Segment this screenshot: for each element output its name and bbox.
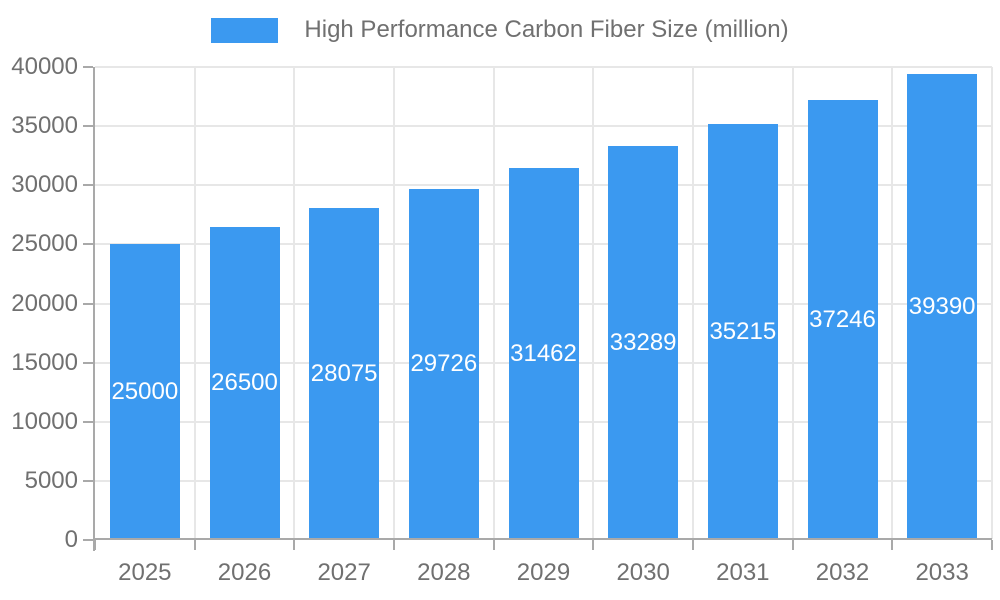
h-gridline (95, 125, 992, 128)
v-gridline (592, 67, 595, 539)
h-gridline (95, 66, 992, 68)
x-axis-tick (991, 540, 993, 550)
y-axis-tick (83, 66, 93, 68)
bar-value-label: 28075 (310, 360, 378, 387)
y-axis-tick (83, 302, 93, 305)
x-tick-label: 2030 (616, 559, 670, 586)
x-axis-tick (94, 540, 96, 550)
x-axis-tick (293, 540, 296, 550)
plot-area: 0 5000 10000 15000 20000 25000 30000 35000 40000… (11, 53, 993, 586)
y-tick-label: 25000 (11, 230, 78, 258)
y-tick-label: 10000 (11, 407, 78, 435)
bar-value-label: 39390 (908, 293, 976, 321)
x-axis-tick (193, 540, 196, 550)
v-gridline (293, 67, 296, 539)
bar-value-label: 29726 (410, 350, 478, 378)
y-tick-label: 15000 (11, 348, 78, 376)
y-axis-tick (83, 420, 93, 423)
y-tick-label: 35000 (11, 112, 78, 140)
legend-label: High Performance Carbon Fiber Size (mill… (304, 16, 789, 43)
y-tick-label: 0 (64, 526, 78, 553)
v-gridline (791, 67, 794, 539)
y-tick-label: 40000 (11, 53, 78, 80)
y-axis-tick (83, 243, 93, 246)
bar[interactable]: 28075 (309, 208, 380, 540)
bar[interactable]: 25000 (109, 244, 180, 540)
y-axis-line (93, 67, 95, 551)
y-axis-tick (83, 539, 93, 541)
legend: High Performance Carbon Fiber Size (mill… (0, 16, 1000, 44)
y-tick-label: 30000 (11, 171, 78, 199)
bar[interactable]: 26500 (209, 226, 280, 540)
x-axis-tick (791, 540, 794, 550)
x-axis-tick (692, 540, 694, 550)
v-gridline (393, 67, 395, 539)
v-gridline (991, 67, 993, 539)
x-tick-label: 2025 (118, 559, 172, 586)
bar-value-label: 25000 (111, 378, 179, 406)
v-gridline (692, 67, 694, 539)
x-axis-tick (393, 540, 395, 550)
bar-value-label: 37246 (809, 305, 876, 333)
y-axis-tick (83, 125, 93, 128)
y-axis-tick (83, 184, 93, 187)
y-tick-label: 5000 (24, 466, 78, 494)
bar-value-label: 26500 (211, 369, 278, 397)
x-tick-label: 2026 (217, 559, 272, 586)
x-axis-tick (592, 540, 595, 550)
x-axis-tick (891, 540, 894, 550)
bar-value-label: 33289 (609, 329, 677, 357)
v-gridline (492, 67, 495, 539)
bar[interactable]: 37246 (807, 99, 878, 540)
x-tick-label: 2031 (716, 559, 770, 586)
y-tick-label: 20000 (11, 289, 78, 317)
bar[interactable]: 33289 (608, 146, 679, 540)
x-tick-label: 2032 (815, 559, 870, 586)
bar[interactable]: 29726 (408, 188, 479, 540)
x-tick-label: 2028 (417, 559, 471, 586)
legend-swatch (211, 17, 279, 43)
y-axis-tick (83, 479, 93, 482)
v-gridline (193, 67, 196, 539)
y-axis-tick (83, 361, 93, 364)
bar[interactable]: 31462 (508, 167, 579, 540)
bar-value-label: 35215 (709, 317, 777, 345)
bar-value-label: 31462 (510, 339, 577, 367)
bar[interactable]: 35215 (707, 123, 778, 540)
x-tick-label: 2027 (317, 559, 371, 586)
x-tick-label: 2029 (516, 559, 571, 586)
legend-item[interactable]: High Performance Carbon Fiber Size (mill… (211, 16, 789, 44)
v-gridline (891, 67, 894, 539)
bar[interactable]: 39390 (907, 74, 978, 540)
x-axis-tick (492, 540, 495, 550)
x-axis-line (93, 538, 992, 540)
x-tick-label: 2033 (915, 559, 969, 586)
